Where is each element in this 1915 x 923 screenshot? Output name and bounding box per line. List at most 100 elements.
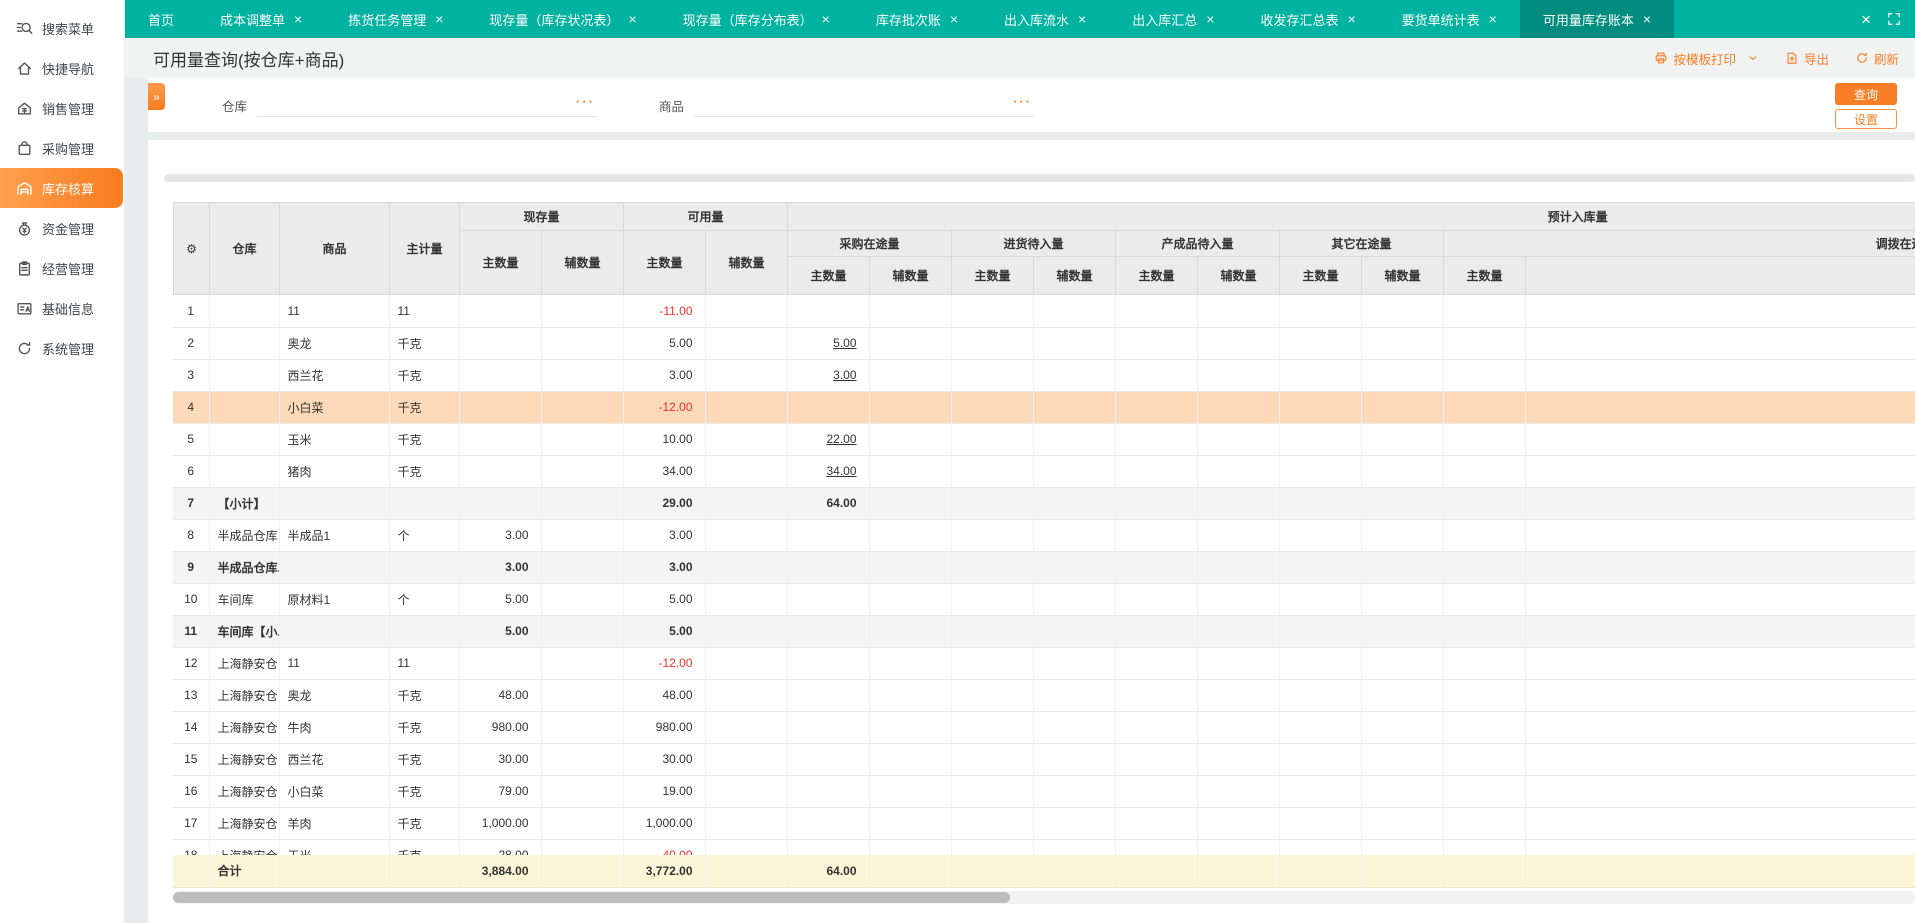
cell-pu_m: 5.00 xyxy=(787,327,870,360)
settings-button[interactable]: 设置 xyxy=(1835,109,1897,129)
cell-fn_a xyxy=(1197,775,1280,808)
column-header-left-3[interactable]: 主计量 xyxy=(389,202,460,295)
tab-1[interactable]: 首页 xyxy=(125,0,197,38)
column-settings-gear-icon[interactable]: ⚙ xyxy=(173,202,210,295)
tab-7[interactable]: 出入库流水 × xyxy=(981,0,1109,38)
tab-close-icon[interactable]: × xyxy=(821,11,830,27)
table-row[interactable]: 8 半成品仓库 半成品1 个 3.00 3.00 xyxy=(173,519,1915,552)
grid-total-table: 合计 3,884.00 3,772.00 64.00 xyxy=(173,855,1915,888)
horizontal-scrollbar-thumb[interactable] xyxy=(173,891,1010,903)
table-row[interactable]: 16 上海静安仓 小白菜 千克 79.00 19.00 xyxy=(173,775,1915,808)
column-header-expected[interactable]: 辅数量 xyxy=(869,256,953,295)
tab-close-icon[interactable]: × xyxy=(435,11,444,27)
drilldown-link[interactable]: 22.00 xyxy=(826,432,857,446)
cell-fn_m xyxy=(1115,839,1198,855)
cell-ot_m xyxy=(1279,359,1362,392)
column-header-expected[interactable]: 主数量 xyxy=(951,256,1035,295)
tab-6[interactable]: 库存批次账 × xyxy=(853,0,981,38)
table-row[interactable]: 1 11 11 -11.00 xyxy=(173,295,1915,328)
refresh-icon xyxy=(1855,51,1869,65)
cell-oh_m xyxy=(459,423,542,456)
sidebar-item-9[interactable]: 系统管理 xyxy=(0,328,124,368)
column-header-onhand[interactable]: 主数量 xyxy=(459,230,542,295)
tab-close-icon[interactable]: × xyxy=(1642,11,1652,27)
close-all-tabs-icon[interactable]: × xyxy=(1861,9,1871,29)
tab-close-icon[interactable]: × xyxy=(949,11,959,27)
sidebar-item-1[interactable]: 搜索菜单 xyxy=(0,8,124,48)
chevron-down-icon[interactable] xyxy=(1747,52,1759,64)
table-row[interactable]: 6 猪肉 千克 34.00 34.00 xyxy=(173,455,1915,488)
sidebar-item-4[interactable]: 采购管理 xyxy=(0,128,124,168)
drilldown-link[interactable]: 5.00 xyxy=(833,336,857,350)
top-scrollbar-track[interactable] xyxy=(164,174,1915,182)
action-2-button[interactable]: 导出 xyxy=(1785,49,1829,68)
sidebar-item-6[interactable]: 资金管理 xyxy=(0,208,124,248)
action-1-button[interactable]: 按模板打印 xyxy=(1654,49,1759,68)
collapse-filter-button[interactable]: » xyxy=(148,83,165,110)
tab-11[interactable]: 可用量库存账本 × xyxy=(1519,0,1675,38)
column-header-left-1[interactable]: 仓库 xyxy=(209,202,280,295)
column-header-available[interactable]: 主数量 xyxy=(623,230,707,295)
sidebar-item-5[interactable]: 库存核算 xyxy=(0,168,123,208)
cell-pu_a xyxy=(869,615,952,648)
table-row[interactable]: 15 上海静安仓 西兰花 千克 30.00 30.00 xyxy=(173,743,1915,776)
product-input[interactable]: ··· xyxy=(694,93,1035,117)
column-header-expected[interactable] xyxy=(1525,256,1915,295)
tab-10[interactable]: 要货单统计表 × xyxy=(1379,0,1520,38)
tab-9[interactable]: 收发存汇总表 × xyxy=(1237,0,1378,38)
negative-value: -11.00 xyxy=(659,303,693,318)
column-header-expected[interactable]: 主数量 xyxy=(1115,256,1199,295)
table-row[interactable]: 10 车间库 原材料1 个 5.00 5.00 xyxy=(173,583,1915,616)
column-header-expected[interactable]: 辅数量 xyxy=(1361,256,1445,295)
warehouse-input[interactable]: ··· xyxy=(257,93,598,117)
tab-close-icon[interactable]: × xyxy=(1347,11,1356,27)
table-row[interactable]: 18上海静安仓玉米千克28.00 40.00 xyxy=(173,839,1915,855)
column-header-expected[interactable]: 主数量 xyxy=(787,256,871,295)
column-header-expected[interactable]: 主数量 xyxy=(1443,256,1527,295)
column-header-available[interactable]: 辅数量 xyxy=(705,230,789,295)
tab-5[interactable]: 现存量（库存分布表） × xyxy=(660,0,853,38)
tab-3[interactable]: 拣货任务管理 × xyxy=(325,0,466,38)
table-row[interactable]: 4 小白菜 千克 -12.00 xyxy=(173,391,1915,424)
cell-ot_a xyxy=(1361,295,1444,328)
table-row[interactable]: 7 【小计】 29.00 64.00 xyxy=(173,487,1915,520)
table-row[interactable]: 17 上海静安仓 羊肉 千克 1,000.00 1,000.00 xyxy=(173,807,1915,840)
table-row[interactable]: 12 上海静安仓 11 11 -12.00 xyxy=(173,647,1915,680)
drilldown-link[interactable]: 34.00 xyxy=(826,464,857,478)
table-row[interactable]: 13 上海静安仓 奥龙 千克 48.00 48.00 xyxy=(173,679,1915,712)
warehouse-picker-icon[interactable]: ··· xyxy=(576,94,596,109)
fullscreen-icon[interactable] xyxy=(1887,12,1901,26)
tab-2[interactable]: 成本调整单 × xyxy=(197,0,325,38)
drilldown-link[interactable]: 3.00 xyxy=(833,368,857,382)
table-row[interactable]: 14 上海静安仓 牛肉 千克 980.00 980.00 xyxy=(173,711,1915,744)
column-header-left-2[interactable]: 商品 xyxy=(279,202,390,295)
tab-close-icon[interactable]: × xyxy=(628,11,637,27)
tab-close-icon[interactable]: × xyxy=(1206,11,1215,27)
cell-ib_m xyxy=(951,583,1034,616)
tab-close-icon[interactable]: × xyxy=(1078,11,1087,27)
tab-4[interactable]: 现存量（库存状况表） × xyxy=(466,0,659,38)
cell-row-number: 9 xyxy=(173,551,210,584)
product-picker-icon[interactable]: ··· xyxy=(1013,94,1033,109)
horizontal-scrollbar-track[interactable] xyxy=(173,890,1915,904)
tab-8[interactable]: 出入库汇总 × xyxy=(1109,0,1237,38)
table-row[interactable]: 2 奥龙 千克 5.00 5.00 xyxy=(173,327,1915,360)
tab-close-icon[interactable]: × xyxy=(1488,11,1497,27)
sidebar-item-8[interactable]: 基础信息 xyxy=(0,288,124,328)
total-av_m: 3,772.00 xyxy=(623,855,706,888)
action-3-button[interactable]: 刷新 xyxy=(1855,49,1899,68)
sidebar-item-2[interactable]: 快捷导航 xyxy=(0,48,124,88)
sidebar-item-7[interactable]: 经营管理 xyxy=(0,248,124,288)
tab-close-icon[interactable]: × xyxy=(294,11,303,27)
table-row[interactable]: 3 西兰花 千克 3.00 3.00 xyxy=(173,359,1915,392)
column-header-expected[interactable]: 辅数量 xyxy=(1033,256,1117,295)
column-header-expected[interactable]: 辅数量 xyxy=(1197,256,1281,295)
cell-ib_a xyxy=(1033,807,1116,840)
query-button[interactable]: 查询 xyxy=(1835,83,1897,105)
sidebar-item-3[interactable]: 销售管理 xyxy=(0,88,124,128)
column-header-onhand[interactable]: 辅数量 xyxy=(540,230,625,295)
table-row[interactable]: 5 玉米 千克 10.00 22.00 xyxy=(173,423,1915,456)
column-header-expected[interactable]: 主数量 xyxy=(1279,256,1363,295)
